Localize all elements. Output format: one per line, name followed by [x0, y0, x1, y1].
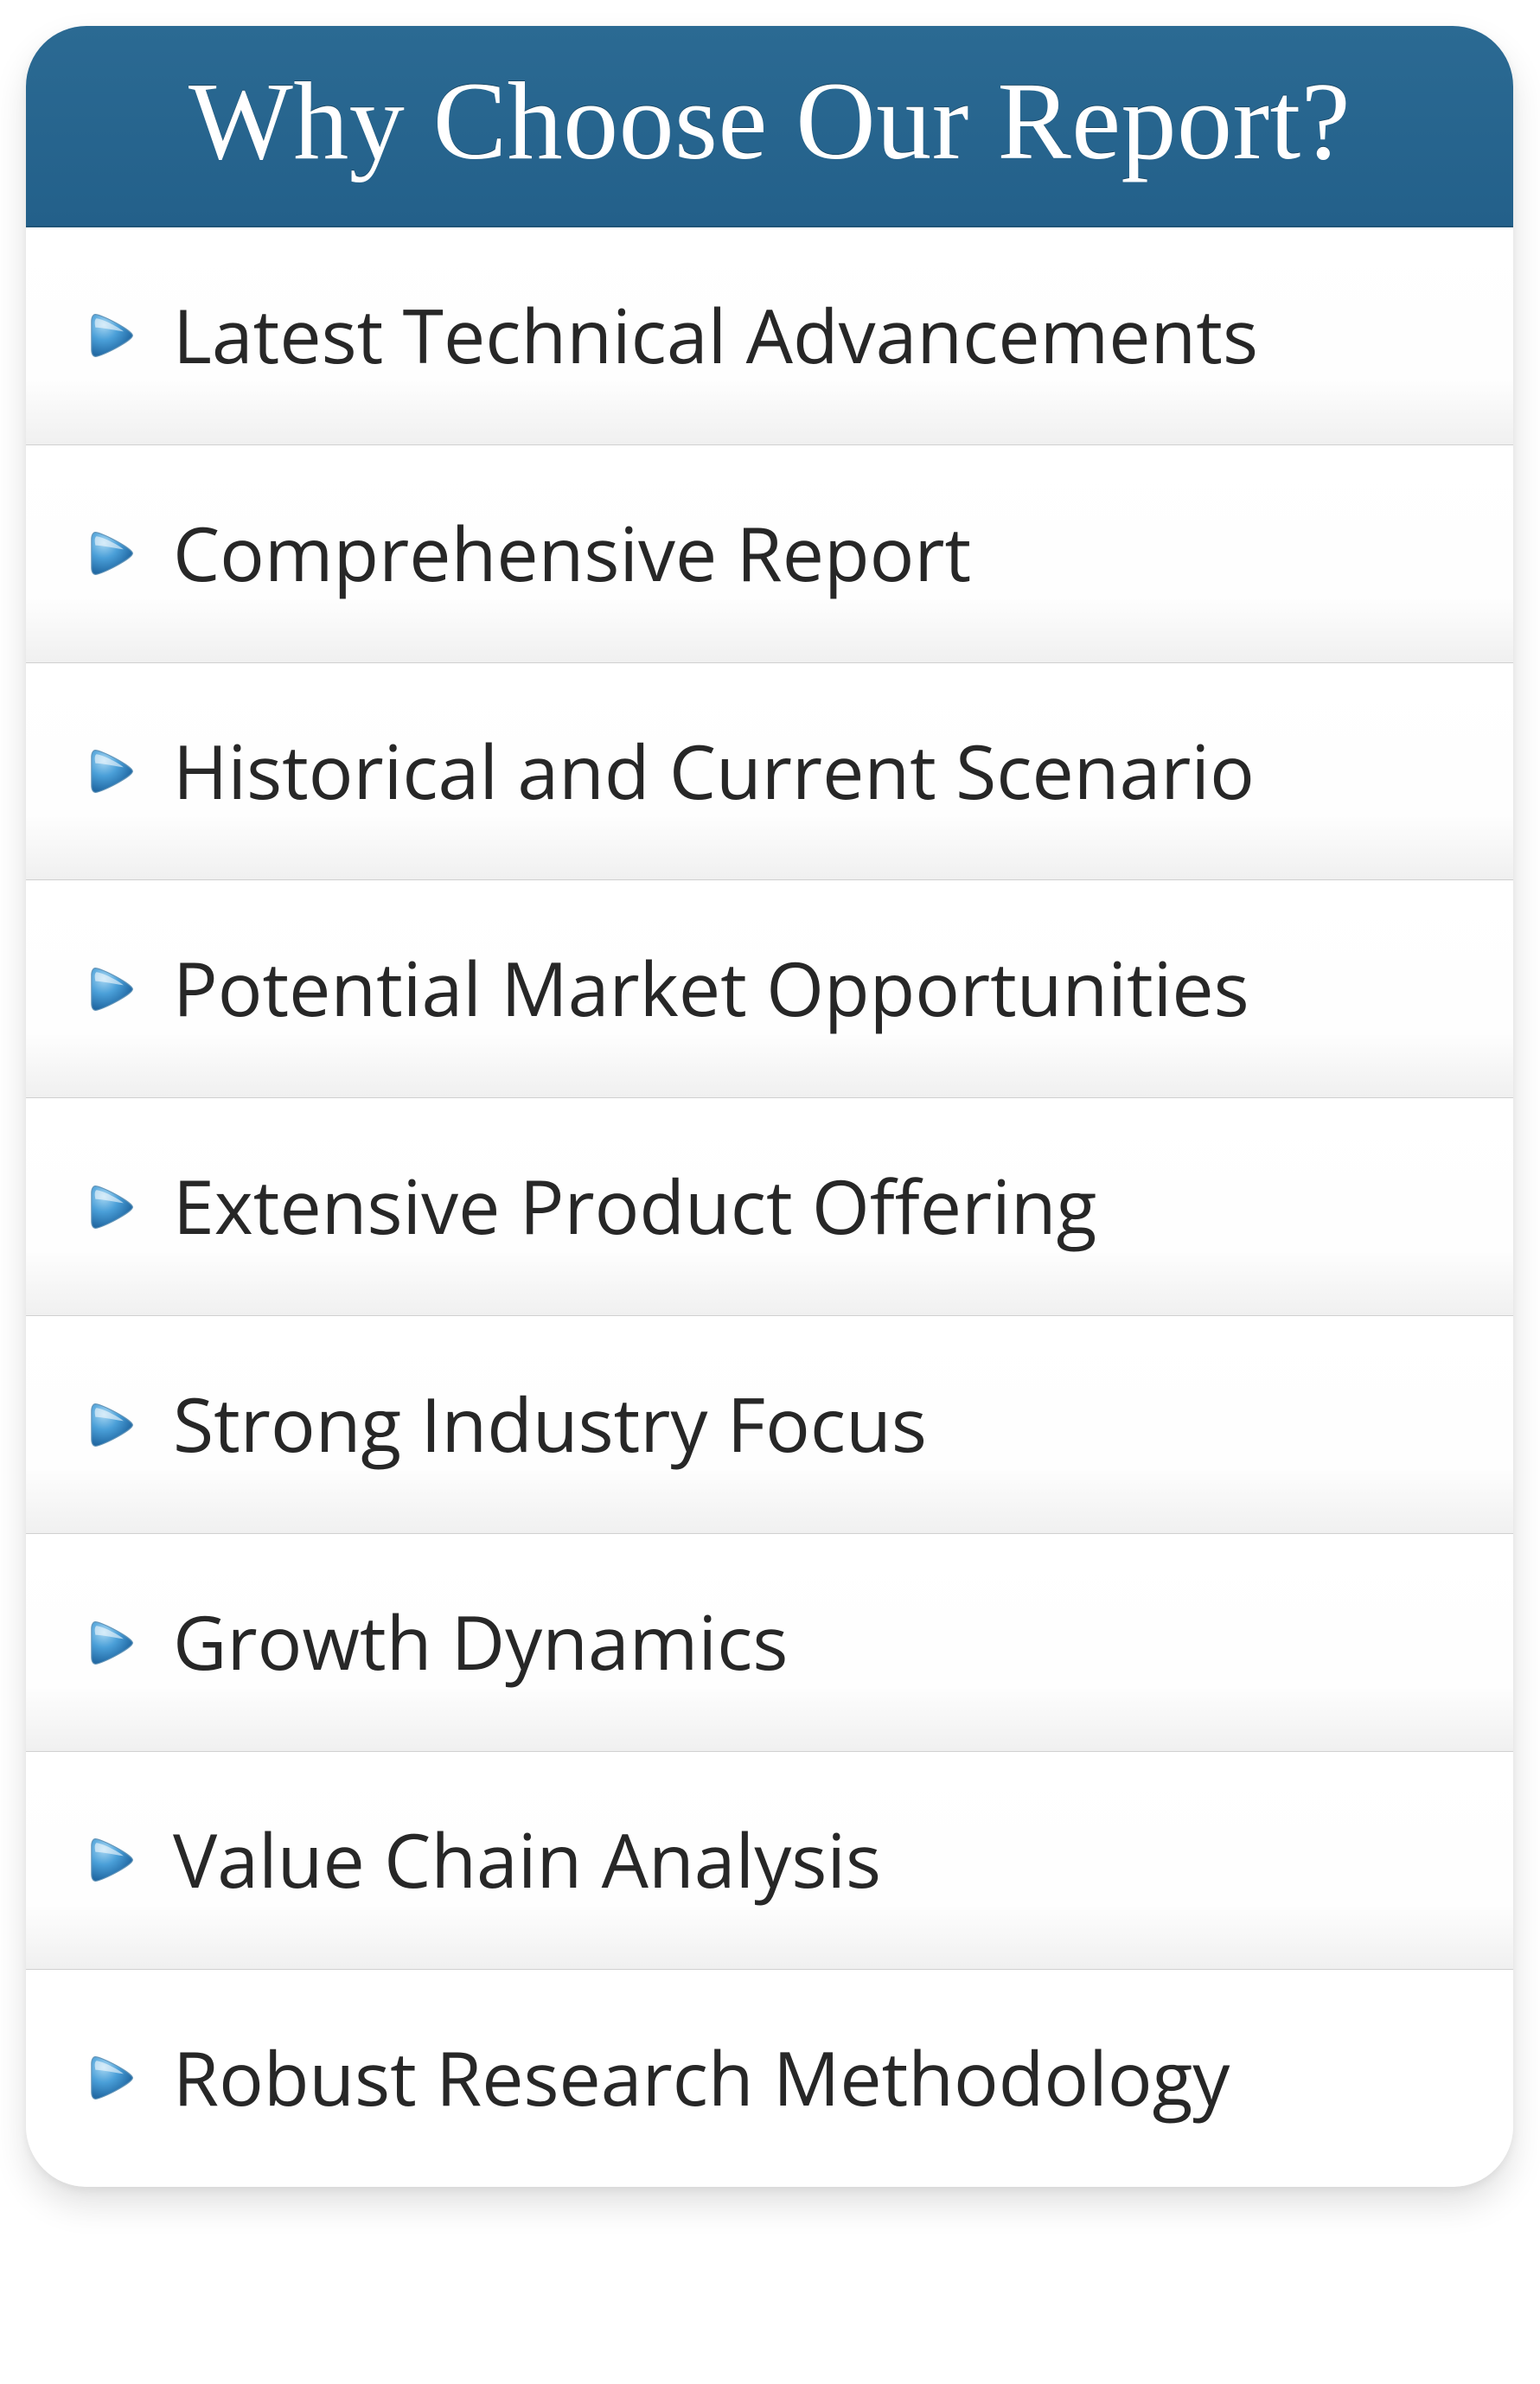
- list-item-label: Value Chain Analysis: [173, 1818, 881, 1903]
- list-item-label: Historical and Current Scenario: [173, 729, 1255, 815]
- play-bullet-icon: [86, 964, 137, 1014]
- play-bullet-icon: [86, 2053, 137, 2103]
- report-benefits-card: Why Choose Our Report? Latest Technical …: [26, 26, 1513, 2187]
- list-item: Robust Research Methodology: [26, 1969, 1513, 2187]
- list-item: Growth Dynamics: [26, 1533, 1513, 1751]
- list-item: Strong Industry Focus: [26, 1315, 1513, 1533]
- list-item-label: Robust Research Methodology: [173, 2036, 1230, 2121]
- list-item: Potential Market Opportunities: [26, 879, 1513, 1097]
- list-item: Historical and Current Scenario: [26, 662, 1513, 880]
- list-item-label: Latest Technical Advancements: [173, 293, 1258, 379]
- list-item: Comprehensive Report: [26, 444, 1513, 662]
- list-item: Value Chain Analysis: [26, 1751, 1513, 1969]
- play-bullet-icon: [86, 1618, 137, 1668]
- play-bullet-icon: [86, 1400, 137, 1450]
- play-bullet-icon: [86, 528, 137, 578]
- list-item-label: Strong Industry Focus: [173, 1382, 927, 1467]
- list-item-label: Potential Market Opportunities: [173, 946, 1249, 1032]
- list-item: Extensive Product Offering: [26, 1097, 1513, 1315]
- list-item-label: Growth Dynamics: [173, 1600, 788, 1685]
- play-bullet-icon: [86, 1182, 137, 1232]
- play-bullet-icon: [86, 1835, 137, 1885]
- benefits-list: Latest Technical Advancements Comprehens…: [26, 227, 1513, 2187]
- card-header: Why Choose Our Report?: [26, 26, 1513, 227]
- play-bullet-icon: [86, 310, 137, 361]
- list-item-label: Extensive Product Offering: [173, 1164, 1096, 1250]
- list-item: Latest Technical Advancements: [26, 227, 1513, 444]
- card-title: Why Choose Our Report?: [52, 61, 1487, 182]
- list-item-label: Comprehensive Report: [173, 511, 971, 597]
- play-bullet-icon: [86, 746, 137, 796]
